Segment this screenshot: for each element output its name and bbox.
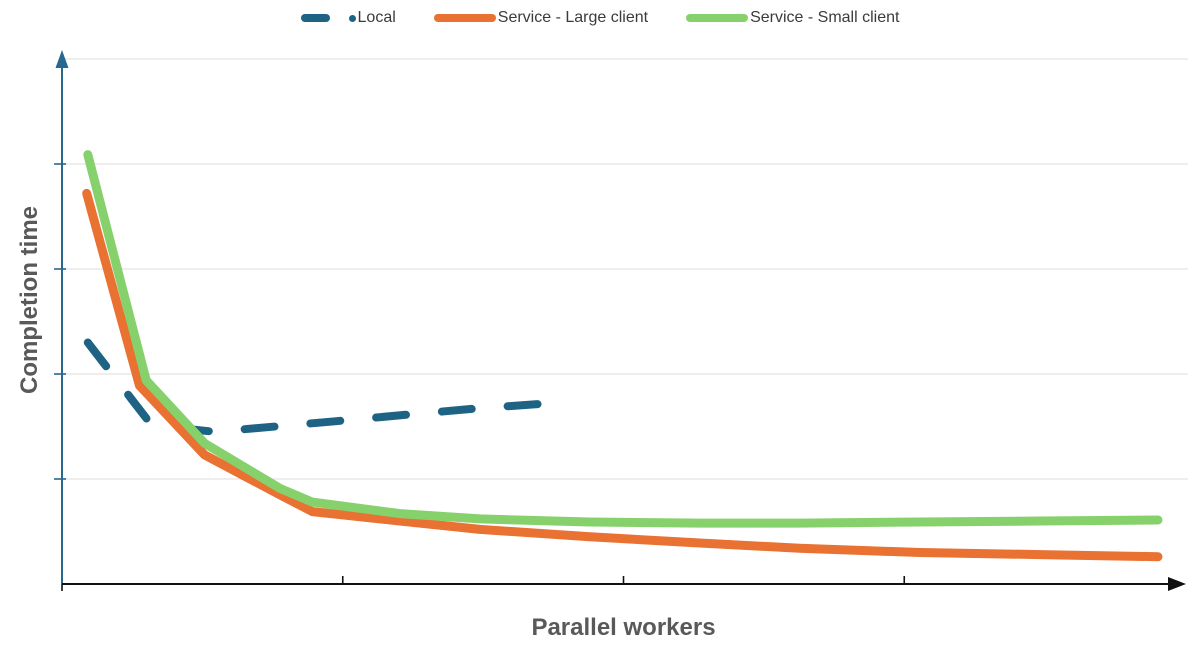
y-axis-title: Completion time [16,205,43,394]
legend-label-service-large-client: Service - Large client [497,9,649,26]
local-dot-swatch-icon [348,14,356,22]
series-line-service-small-client [83,150,1163,528]
series-line-local [83,338,566,436]
service-small-client-swatch-icon [686,14,749,22]
local-dash-swatch-icon [300,14,330,22]
legend: Local Service - Large client Service - S… [0,4,1200,32]
x-axis-arrow-icon [1168,577,1186,591]
legend-item-service-large-client: Service - Large client [433,9,649,27]
y-axis-arrow-icon [55,50,69,68]
x-axis-title: Parallel workers [531,614,716,641]
legend-label-service-small-client: Service - Small client [750,9,900,26]
legend-item-service-small-client: Service - Small client [686,9,899,27]
service-large-client-swatch-icon [433,14,496,22]
legend-label-local: Local [357,9,396,26]
series-line-service-large-client [82,188,1163,562]
legend-item-local: Local [300,9,396,27]
